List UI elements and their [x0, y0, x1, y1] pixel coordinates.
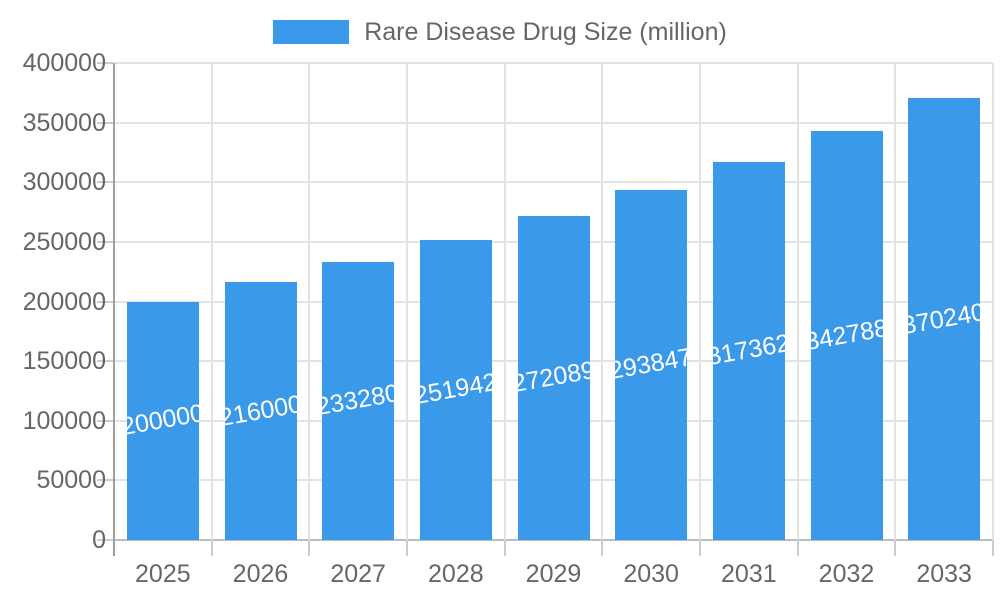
y-gridline: [114, 121, 993, 124]
bar[interactable]: 370240: [908, 98, 981, 540]
bar-label-container: 251942: [420, 240, 492, 540]
x-axis-tick: [503, 540, 506, 556]
bar-label-container: 293847: [615, 190, 687, 540]
bar-value-label: 370240: [908, 297, 981, 340]
bar-value-label: 342788: [810, 314, 883, 357]
y-axis-tick-label: 100000: [22, 406, 106, 435]
bar-value-label: 200000: [126, 399, 199, 442]
x-axis-tick-label: 2025: [135, 560, 191, 588]
x-gridline: [894, 63, 897, 540]
x-gridline: [210, 63, 213, 540]
bar-label-container: 233280: [322, 262, 394, 540]
x-axis-tick: [992, 540, 994, 556]
y-axis-tick: [97, 181, 113, 184]
legend[interactable]: Rare Disease Drug Size (million): [0, 14, 1000, 50]
bar[interactable]: 233280: [322, 261, 395, 540]
x-axis-tick: [210, 540, 213, 556]
x-axis-tick: [796, 540, 799, 556]
y-axis-tick-label: 350000: [22, 108, 106, 137]
y-axis-tick: [97, 539, 113, 541]
y-axis-tick: [97, 62, 113, 64]
x-gridline: [992, 63, 994, 540]
x-axis-tick: [308, 540, 311, 556]
bar-label-container: 200000: [127, 302, 199, 541]
x-axis-tick-label: 2031: [721, 560, 777, 588]
x-axis-tick-label: 2028: [428, 560, 484, 588]
x-axis-baseline: [114, 539, 993, 541]
x-axis-tick-label: 2026: [232, 560, 289, 588]
bar[interactable]: 293847: [615, 189, 688, 540]
bar[interactable]: 342788: [810, 131, 883, 540]
x-axis-tick-label: 2029: [525, 560, 582, 588]
bar-value-label: 317362: [712, 329, 785, 372]
x-axis-tick: [699, 540, 701, 556]
x-gridline: [406, 63, 408, 540]
bar-label-container: 272089: [518, 216, 590, 540]
x-axis-tick-label: 2030: [623, 560, 679, 588]
y-axis-tick-label: 400000: [22, 49, 106, 77]
bar-label-container: 317362: [713, 162, 785, 540]
bar-value-label: 293847: [615, 343, 688, 386]
x-gridline: [796, 63, 799, 540]
bar[interactable]: 317362: [712, 161, 785, 540]
y-axis-tick: [97, 300, 113, 303]
bar[interactable]: 251942: [419, 239, 492, 540]
y-axis-tick-label: 300000: [22, 168, 106, 197]
bar[interactable]: 272089: [517, 215, 590, 540]
bar[interactable]: 216000: [224, 282, 297, 540]
y-axis-tick-label: 0: [92, 526, 106, 554]
bar-label-container: 370240: [908, 98, 980, 540]
x-axis-tick: [601, 540, 604, 556]
legend-label: Rare Disease Drug Size (million): [364, 18, 727, 46]
x-axis-tick: [894, 540, 897, 556]
bar-label-container: 342788: [811, 131, 883, 540]
bar-value-label: 233280: [322, 379, 395, 422]
x-gridline: [699, 63, 701, 540]
y-gridline: [114, 181, 993, 184]
y-axis-tick-label: 150000: [22, 347, 106, 376]
x-axis-tick-label: 2032: [818, 560, 875, 588]
y-axis-tick: [97, 360, 113, 363]
x-axis-tick: [406, 540, 408, 556]
y-axis-tick: [97, 121, 113, 124]
bar[interactable]: 200000: [126, 301, 199, 541]
legend-marker-icon: [273, 20, 350, 44]
y-axis-tick-label: 250000: [22, 227, 106, 256]
y-axis-tick-label: 50000: [36, 466, 106, 495]
y-axis-tick: [97, 419, 113, 422]
bar-label-container: 216000: [225, 282, 297, 540]
x-gridline: [503, 63, 506, 540]
bar-value-label: 272089: [517, 356, 590, 399]
x-gridline: [601, 63, 604, 540]
y-axis-tick-label: 200000: [22, 287, 106, 316]
y-axis-tick: [97, 240, 113, 243]
x-axis-tick-label: 2027: [330, 560, 386, 588]
bar-value-label: 216000: [224, 389, 297, 432]
y-axis-line: [113, 63, 115, 556]
y-axis-tick: [97, 479, 113, 482]
x-gridline: [308, 63, 311, 540]
bar-value-label: 251942: [419, 368, 492, 411]
y-gridline: [114, 62, 993, 64]
x-axis-tick-label: 2033: [916, 560, 972, 588]
